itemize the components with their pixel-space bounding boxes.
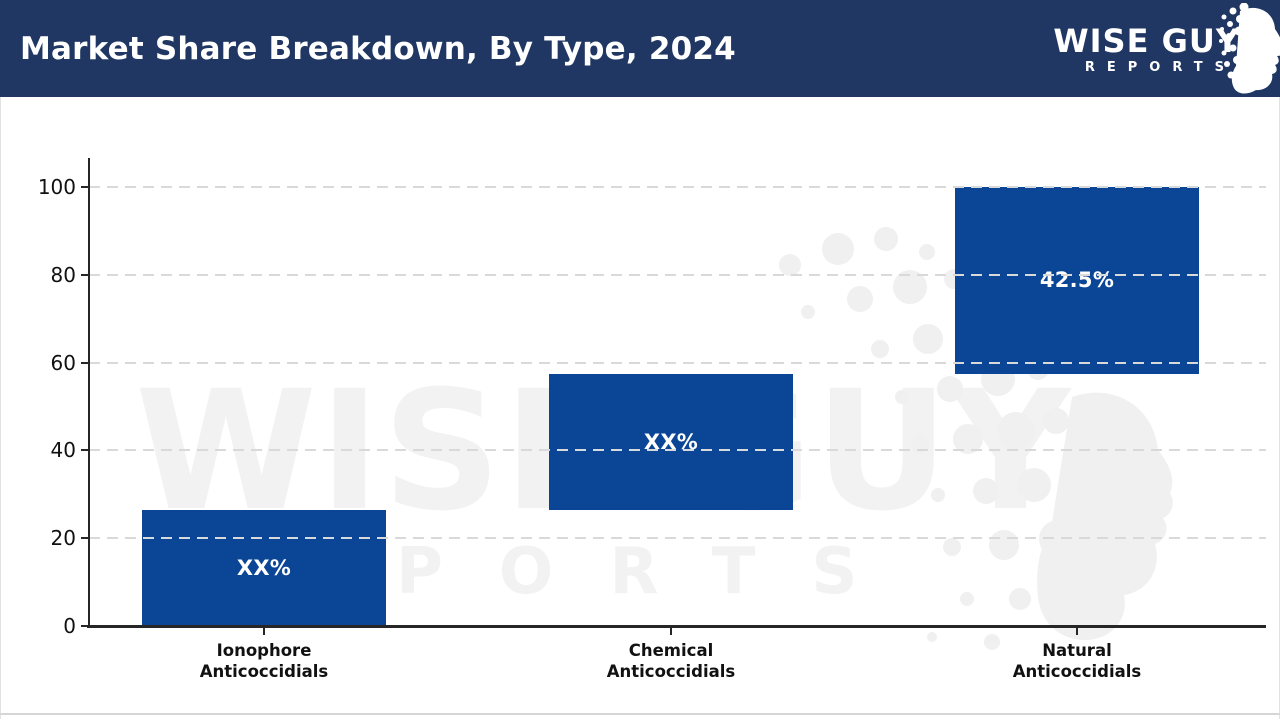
gridline	[89, 186, 1266, 188]
logo-face-icon	[1219, 3, 1280, 94]
bottom-border-line	[0, 713, 1280, 715]
x-tick-mark	[263, 628, 265, 635]
y-tick-label: 0	[63, 614, 76, 638]
logo-wordmark: WISE GUY	[1053, 22, 1240, 60]
logo-subtitle: REPORTS	[1084, 60, 1236, 75]
bar-natural-anticoccidials: 42.5%	[955, 187, 1199, 374]
y-tick-label: 40	[50, 438, 76, 463]
x-tick-mark	[1076, 628, 1078, 635]
y-tick-mark	[81, 273, 88, 276]
gridline	[89, 273, 1266, 276]
x-tick-mark	[670, 628, 672, 635]
y-tick-label: 60	[50, 350, 76, 375]
y-axis-line	[88, 158, 90, 627]
bar-value-label: XX%	[236, 555, 292, 580]
gridline	[89, 361, 1266, 364]
y-tick-label: 80	[50, 262, 76, 287]
page-title: Market Share Breakdown, By Type, 2024	[20, 30, 736, 67]
wise-guy-logo: WISE GUY REPORTS	[1030, 0, 1280, 97]
bar-chemical-anticoccidials: XX%	[549, 373, 793, 510]
x-tick-label: Chemical Anticoccidials	[606, 641, 736, 681]
x-tick-label: Ionophore Anticoccidials	[199, 641, 329, 681]
x-tick-label: Natural Anticoccidials	[1012, 641, 1142, 681]
y-tick-mark	[81, 449, 88, 452]
gridline	[89, 537, 1266, 540]
y-tick-mark	[81, 186, 88, 188]
gridline	[89, 449, 1266, 452]
bar-value-label: 42.5%	[1039, 268, 1115, 293]
y-tick-label: 100	[37, 175, 76, 199]
watermark-face-pattern	[779, 227, 1173, 650]
y-tick-mark	[81, 537, 88, 540]
y-tick-label: 20	[50, 526, 76, 551]
y-tick-mark	[81, 361, 88, 364]
y-tick-mark	[81, 625, 88, 627]
header-banner: Market Share Breakdown, By Type, 2024 WI…	[0, 0, 1280, 97]
bar-ionophore-anticoccidials: XX%	[142, 509, 386, 626]
x-axis-line	[87, 625, 1266, 628]
